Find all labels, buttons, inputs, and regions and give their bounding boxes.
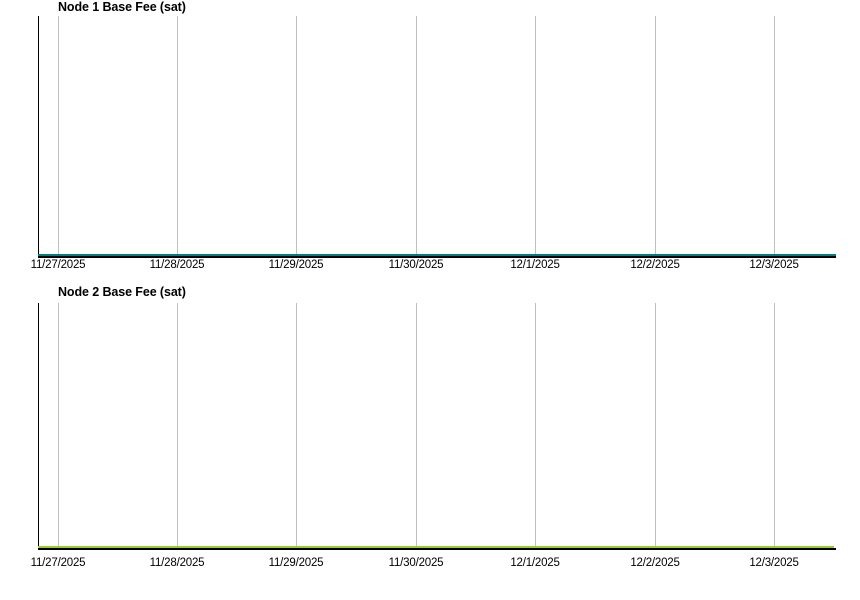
x-tick-label-5: 12/1/2025 (510, 259, 560, 271)
gridline-3 (296, 303, 297, 550)
plot-area-node-2 (38, 303, 836, 550)
chart-panel-node-2: Node 2 Base Fee (sat) 11/27/2025 11/28/2… (0, 285, 860, 585)
plot-area-node-1 (38, 16, 836, 258)
x-tick-label-2: 11/28/2025 (149, 259, 205, 271)
x-tick-label-6: 12/2/2025 (630, 557, 680, 569)
gridline-1 (58, 303, 59, 550)
gridline-4 (416, 16, 417, 258)
series-line-node-1 (38, 254, 836, 256)
gridline-2 (177, 16, 178, 258)
x-tick-label-3: 11/29/2025 (268, 557, 324, 569)
gridline-4 (416, 303, 417, 550)
gridline-7 (774, 16, 775, 258)
gridline-2 (177, 303, 178, 550)
x-axis-node-2 (38, 548, 836, 550)
gridline-5 (535, 303, 536, 550)
x-tick-label-4: 11/30/2025 (388, 259, 444, 271)
y-axis-node-1 (38, 16, 40, 258)
gridline-3 (296, 16, 297, 258)
x-tick-label-1: 11/27/2025 (30, 259, 86, 271)
x-tick-label-5: 12/1/2025 (510, 557, 560, 569)
series-line-node-2 (38, 546, 834, 548)
chart-title-node-1: Node 1 Base Fee (sat) (58, 0, 186, 14)
x-tick-label-1: 11/27/2025 (30, 557, 86, 569)
gridline-5 (535, 16, 536, 258)
gridline-7 (774, 303, 775, 550)
gridline-6 (655, 303, 656, 550)
x-tick-label-7: 12/3/2025 (749, 259, 799, 271)
gridline-6 (655, 16, 656, 258)
y-axis-node-2 (38, 303, 40, 550)
x-tick-label-7: 12/3/2025 (749, 557, 799, 569)
chart-title-node-2: Node 2 Base Fee (sat) (58, 285, 186, 299)
x-tick-label-4: 11/30/2025 (388, 557, 444, 569)
x-tick-label-2: 11/28/2025 (149, 557, 205, 569)
x-tick-label-6: 12/2/2025 (630, 259, 680, 271)
x-axis-node-1 (38, 256, 836, 258)
chart-panel-node-1: Node 1 Base Fee (sat) 11/27/2025 11/28/2… (0, 0, 860, 285)
gridline-1 (58, 16, 59, 258)
x-tick-label-3: 11/29/2025 (268, 259, 324, 271)
